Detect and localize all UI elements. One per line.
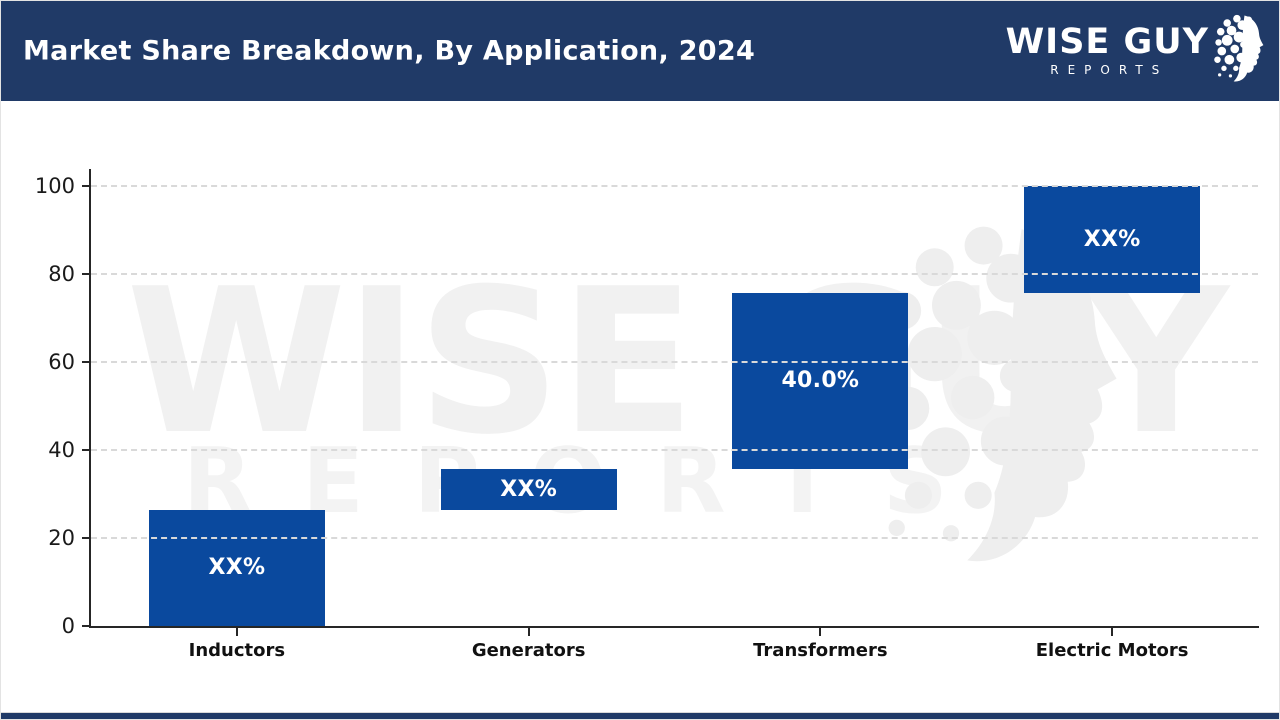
y-tick-label: 20: [48, 526, 75, 550]
x-tick-mark: [527, 628, 530, 636]
bottom-hairline: [1, 712, 1279, 713]
bar-value-label: XX%: [1083, 226, 1141, 252]
bar: XX%: [148, 509, 325, 626]
y-axis-spine: [89, 169, 91, 628]
y-tick-label: 0: [61, 614, 75, 638]
y-tick-label: 100: [34, 174, 75, 198]
logo-wordmark: WISE GUY: [1005, 22, 1209, 63]
bar: XX%: [440, 468, 617, 510]
header-bar: Market Share Breakdown, By Application, …: [1, 1, 1279, 101]
x-tick-mark: [1111, 628, 1114, 636]
logo-sub-wordmark: REPORTS: [1050, 62, 1169, 77]
bar-value-label: XX%: [500, 476, 558, 502]
y-tick-mark: [82, 625, 90, 627]
bar: 40.0%: [732, 292, 909, 469]
gridline: [91, 449, 1258, 451]
y-tick-mark: [82, 449, 90, 451]
y-tick-mark: [82, 273, 90, 275]
logo-text: WISE GUY REPORTS: [1006, 23, 1209, 77]
y-tick-label: 60: [48, 350, 75, 374]
y-tick-mark: [82, 185, 90, 187]
watermark-face-icon: [864, 226, 1117, 562]
x-tick-label: Generators: [471, 640, 586, 661]
chart-title: Market Share Breakdown, By Application, …: [23, 35, 756, 67]
x-tick-label: Transformers: [753, 640, 888, 661]
x-tick-mark: [819, 628, 822, 636]
bar: XX%: [1024, 186, 1201, 293]
logo-face-icon: [1214, 14, 1264, 82]
x-tick-label: Inductors: [188, 640, 286, 661]
y-tick-mark: [82, 361, 90, 363]
x-axis-spine: [89, 626, 1259, 628]
gridline: [91, 273, 1258, 275]
gridline: [91, 185, 1258, 187]
y-tick-label: 80: [48, 262, 75, 286]
x-tick-mark: [235, 628, 238, 636]
footer-bar: [1, 713, 1279, 719]
x-tick-label: Electric Motors: [1035, 640, 1189, 661]
bar-value-label: 40.0%: [781, 368, 860, 394]
bar-value-label: XX%: [208, 555, 266, 581]
y-tick-mark: [82, 537, 90, 539]
y-tick-label: 40: [48, 438, 75, 462]
plot-area: 0 20 40 60 80 100 XX% Inductors XX% Generators 40.…: [1, 101, 1279, 719]
gridline: [91, 361, 1258, 363]
wiseguy-logo: WISE GUY REPORTS: [1006, 12, 1265, 88]
gridline: [91, 537, 1258, 539]
